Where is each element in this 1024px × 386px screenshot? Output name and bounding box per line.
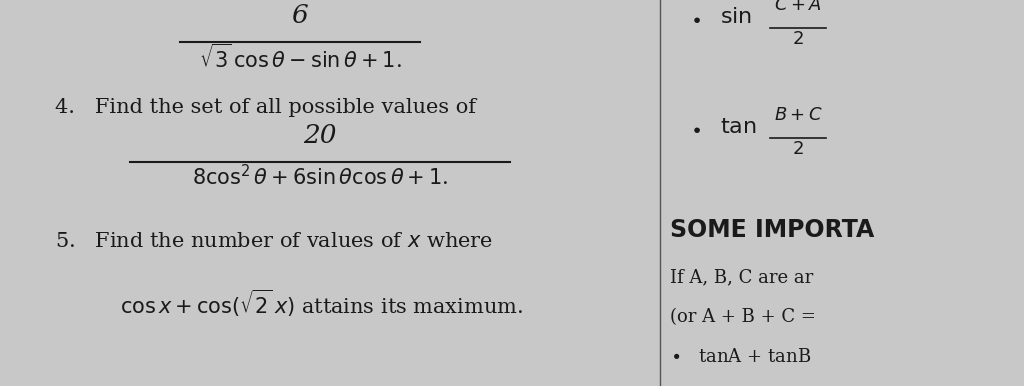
Text: $B+C$: $B+C$ bbox=[773, 106, 822, 124]
Text: 20: 20 bbox=[303, 123, 337, 148]
Text: $\bullet$: $\bullet$ bbox=[690, 120, 700, 138]
Text: SOME IMPORTA: SOME IMPORTA bbox=[670, 218, 874, 242]
Text: $\bullet$: $\bullet$ bbox=[690, 10, 700, 28]
Text: $\sin$: $\sin$ bbox=[720, 6, 752, 28]
Text: $\bullet$   tanA + tanB: $\bullet$ tanA + tanB bbox=[670, 348, 811, 366]
Text: 5.   Find the number of values of $x$ where: 5. Find the number of values of $x$ wher… bbox=[55, 232, 494, 251]
Text: If A, B, C are ar: If A, B, C are ar bbox=[670, 268, 813, 286]
Text: $C+A$: $C+A$ bbox=[774, 0, 822, 14]
Text: 6: 6 bbox=[292, 3, 308, 28]
Text: $2$: $2$ bbox=[793, 30, 804, 48]
Text: $\sqrt{3}\,\cos\theta-\sin\theta+1$.: $\sqrt{3}\,\cos\theta-\sin\theta+1$. bbox=[199, 44, 401, 72]
Text: (or A + B + C =: (or A + B + C = bbox=[670, 308, 816, 326]
Text: $8\cos^2\theta+6\sin\theta\cos\theta+1$.: $8\cos^2\theta+6\sin\theta\cos\theta+1$. bbox=[191, 164, 449, 189]
Text: $\tan$: $\tan$ bbox=[720, 116, 757, 138]
Text: $\cos x+\cos(\sqrt{2}\,x)$ attains its maximum.: $\cos x+\cos(\sqrt{2}\,x)$ attains its m… bbox=[120, 288, 523, 319]
Text: $2$: $2$ bbox=[793, 140, 804, 158]
Text: 4.   Find the set of all possible values of: 4. Find the set of all possible values o… bbox=[55, 98, 476, 117]
